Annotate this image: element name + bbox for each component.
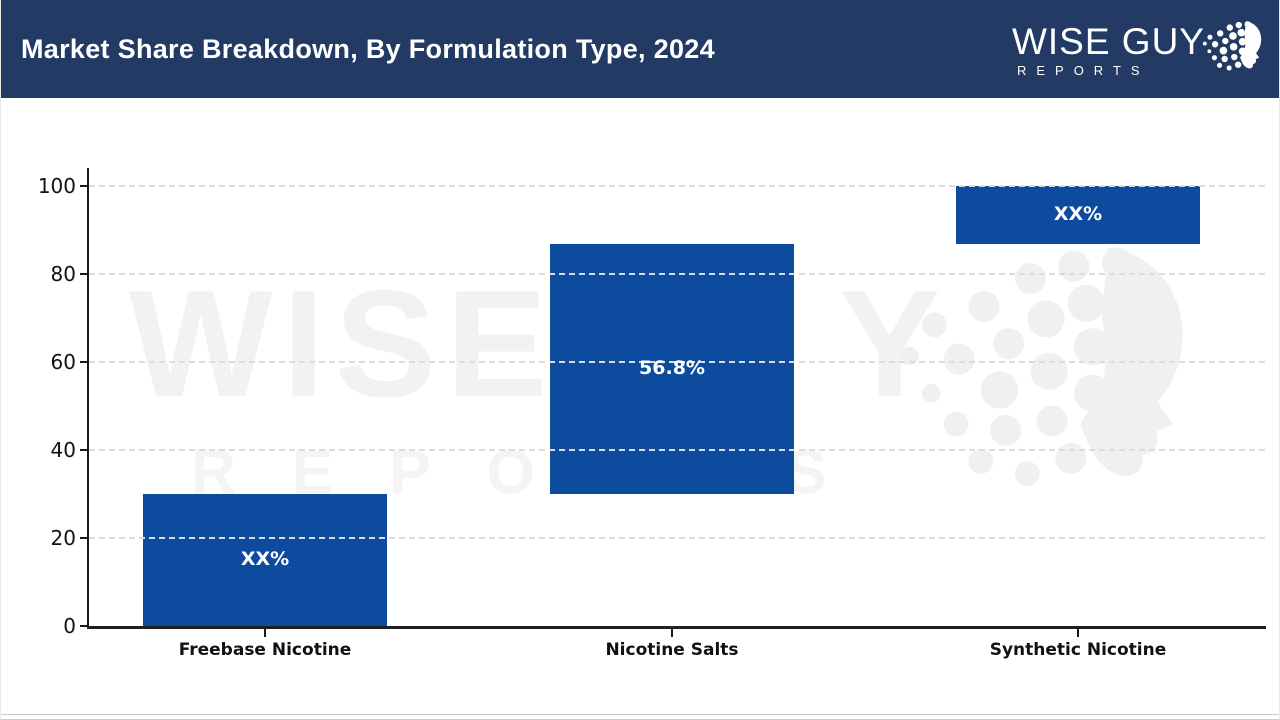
wise-guy-reports-logo: WISE GUY REPORTS <box>1012 8 1265 92</box>
y-tick-80 <box>80 273 87 275</box>
header-bar: Market Share Breakdown, By Formulation T… <box>1 0 1279 98</box>
logo-face-icon <box>1202 21 1262 71</box>
category-label: Freebase Nicotine <box>178 640 352 660</box>
bar-value-label: XX% <box>1053 203 1103 226</box>
gridline-60 <box>89 361 1265 363</box>
gridline-40 <box>89 449 1265 451</box>
y-tick-label-0: 0 <box>63 614 76 638</box>
gridline-80 <box>89 273 1265 275</box>
y-tick-100 <box>80 185 87 187</box>
watermark-face-icon <box>900 247 1183 487</box>
x-axis-line <box>87 626 1266 629</box>
x-tick <box>264 628 266 637</box>
bar-segment <box>550 244 794 494</box>
x-tick <box>1077 628 1079 637</box>
category-label: Nicotine Salts <box>605 640 739 660</box>
y-tick-label-60: 60 <box>50 350 76 374</box>
bar-value-label: XX% <box>240 548 290 570</box>
y-tick-label-20: 20 <box>50 526 76 550</box>
bar-segment <box>143 494 387 626</box>
category-label: Synthetic Nicotine <box>989 640 1167 660</box>
logo-subtext: REPORTS <box>1016 63 1150 78</box>
y-tick-label-100: 100 <box>37 174 76 198</box>
x-tick <box>671 628 673 637</box>
page-title: Market Share Breakdown, By Formulation T… <box>21 33 715 64</box>
y-tick-label-80: 80 <box>50 262 76 286</box>
y-axis-line <box>87 168 89 629</box>
gridline-20 <box>89 537 1265 539</box>
y-tick-0 <box>80 625 87 627</box>
gridline-100 <box>89 185 1265 187</box>
bar-value-label: 56.8% <box>639 357 705 380</box>
y-tick-60 <box>80 361 87 363</box>
footer-divider <box>1 714 1279 715</box>
y-tick-label-40: 40 <box>50 438 76 462</box>
y-tick-20 <box>80 537 87 539</box>
logo-wordmark: WISE GUY <box>1011 21 1205 62</box>
bar-segment <box>956 186 1200 245</box>
y-tick-40 <box>80 449 87 451</box>
